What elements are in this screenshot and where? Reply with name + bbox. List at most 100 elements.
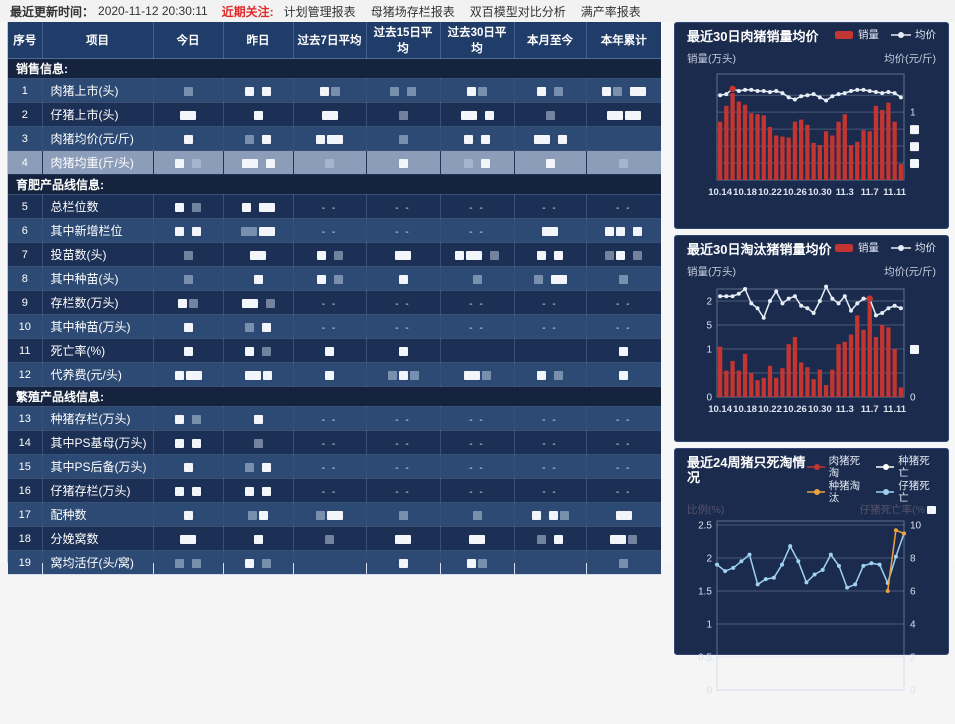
scrollbar-track[interactable] [0, 22, 8, 563]
table-cell: - - [366, 478, 441, 503]
svg-text:11.7: 11.7 [861, 404, 879, 415]
row-index: 15 [8, 454, 43, 479]
table-cell: - - [440, 218, 515, 243]
table-row-15[interactable]: 15 其中PS后备(万头) - - - - - - - - - - [8, 454, 661, 479]
table-row-10[interactable]: 10 其中种苗(万头) - - - - - - - - - - [8, 314, 661, 339]
legend-label: 肉猪死淘 [828, 455, 861, 479]
topbar-link-4[interactable]: 满产率报表 [580, 4, 641, 19]
table-cell [223, 338, 294, 363]
redacted-value-block [183, 250, 193, 260]
table-row-6[interactable]: 6 其中新增栏位 - - - - - - [8, 218, 661, 243]
redacted-value-block [325, 158, 334, 168]
no-data-dashes: - - [616, 486, 632, 498]
topbar-link-3[interactable]: 双百模型对比分析 [469, 4, 566, 19]
table-row-13[interactable]: 13 种猪存栏(万头) - - - - - - - - - - [8, 406, 661, 431]
legend-item-销量[interactable]: 销量 [834, 29, 879, 41]
table-cell: - - [586, 314, 661, 339]
column-header-6: 过去30日平均 [440, 22, 515, 59]
redacted-value-block [175, 486, 184, 496]
topbar-link-2[interactable]: 母猪场存栏报表 [370, 4, 455, 19]
table-row-2[interactable]: 2 仔猪上市(头) [8, 102, 661, 127]
row-label: 代养费(元/头) [42, 362, 154, 387]
table-row-18[interactable]: 18 分娩窝数 [8, 526, 661, 551]
row-index: 12 [8, 362, 43, 387]
table-row-1[interactable]: 1 肉猪上市(头) [8, 78, 661, 103]
table-cell [293, 338, 367, 363]
redacted-value-block [481, 158, 490, 168]
redacted-value-block [192, 486, 201, 496]
table-cell: - - [586, 194, 661, 219]
svg-text:0: 0 [706, 393, 712, 404]
chart3-right-axis-unit: 仔猪死亡率(% [860, 504, 936, 519]
redacted-value-block [605, 250, 615, 260]
table-cell [223, 242, 294, 267]
table-cell: - - [293, 478, 367, 503]
table-cell [153, 194, 224, 219]
table-header-row: 序号 项目 今日 昨日 过去7日平均 过去15日平均 过去30日平均 本月至今 本年累计 [8, 22, 661, 59]
svg-text:11.3: 11.3 [836, 404, 854, 415]
table-row-8[interactable]: 8 其中种苗(头) [8, 266, 661, 291]
row-index: 14 [8, 430, 43, 455]
table-row-7[interactable]: 7 投苗数(头) [8, 242, 661, 267]
row-index: 18 [8, 526, 43, 551]
redacted-value-block [409, 370, 419, 380]
table-row-14[interactable]: 14 其中PS基母(万头) - - - - - - - - - - [8, 430, 661, 455]
svg-text:0: 0 [910, 686, 916, 697]
chart1-legend: 销量 均价 [834, 29, 936, 41]
redacted-value-block [467, 558, 476, 568]
table-cell [223, 126, 294, 151]
table-cell [293, 242, 367, 267]
chart3-title: 最近24周猪只死淘情况 [687, 455, 806, 485]
table-cell [293, 502, 367, 527]
redacted-value-block [533, 134, 550, 144]
report-table: 序号 项目 今日 昨日 过去7日平均 过去15日平均 过去30日平均 本月至今 本年累计 销售信… [8, 22, 661, 575]
table-row-11[interactable]: 11 死亡率(%) [8, 338, 661, 363]
redacted-value-block [472, 274, 482, 284]
chart-card-weekly-death-cull: 最近24周猪只死淘情况 肉猪死淘 种猪死亡 种猪淘汰 仔猪死亡 比例(%) 仔猪死亡率… [674, 448, 949, 697]
table-cell: - - [514, 430, 587, 455]
table-row-17[interactable]: 17 配种数 [8, 502, 661, 527]
topbar-link-1[interactable]: 计划管理报表 [283, 4, 356, 19]
bar-legend-marker-icon [835, 244, 853, 252]
table-row-5[interactable]: 5 总栏位数 - - - - - - - - - - [8, 194, 661, 219]
row-index: 7 [8, 242, 43, 267]
section-row: 繁殖产品线信息: [8, 386, 661, 407]
section-label: 销售信息: [8, 58, 661, 79]
redacted-value-block [616, 226, 626, 236]
table-row-3[interactable]: 3 肉猪均价(元/斤) [8, 126, 661, 151]
legend-item-销量[interactable]: 销量 [834, 242, 879, 254]
table-row-16[interactable]: 16 仔猪存栏(万头) - - - - - - - - - - [8, 478, 661, 503]
redacted-value-block [262, 322, 271, 332]
table-cell [293, 362, 367, 387]
legend-item-种猪死亡[interactable]: 种猪死亡 [876, 455, 936, 479]
table-row-9[interactable]: 9 存栏数(万头) - - - - - - - - - - [8, 290, 661, 315]
table-row-4[interactable]: 4 肉猪均重(斤/头) [8, 150, 661, 175]
table-cell [440, 126, 515, 151]
redacted-value-block [325, 534, 334, 544]
report-table-panel: 序号 项目 今日 昨日 过去7日平均 过去15日平均 过去30日平均 本月至今 本年累计 销售信… [8, 22, 661, 575]
legend-item-均价[interactable]: 均价 [891, 242, 936, 254]
table-cell [153, 362, 224, 387]
redacted-value-block [460, 110, 477, 120]
redacted-value-block [316, 510, 325, 520]
table-cell: - - [440, 314, 515, 339]
svg-text:2: 2 [706, 553, 712, 564]
table-row-12[interactable]: 12 代养费(元/头) [8, 362, 661, 387]
no-data-dashes: - - [542, 414, 558, 426]
redacted-value-block [537, 370, 546, 380]
chart3-legend: 肉猪死淘 种猪死亡 种猪淘汰 仔猪死亡 [806, 455, 936, 504]
no-data-dashes: - - [469, 226, 485, 238]
legend-item-肉猪死淘[interactable]: 肉猪死淘 [806, 455, 867, 479]
redacted-value-block [619, 558, 629, 568]
table-cell [586, 362, 661, 387]
redacted-value-block [484, 110, 494, 120]
legend-item-种猪淘汰[interactable]: 种猪淘汰 [806, 480, 867, 504]
table-cell: - - [586, 406, 661, 431]
table-cell [153, 314, 224, 339]
legend-item-均价[interactable]: 均价 [891, 29, 936, 41]
section-row: 销售信息: [8, 58, 661, 79]
svg-text:8: 8 [910, 553, 916, 564]
legend-item-仔猪死亡[interactable]: 仔猪死亡 [876, 480, 936, 504]
chart1-title: 最近30日肉猪销量均价 [687, 29, 819, 44]
table-cell [514, 362, 587, 387]
